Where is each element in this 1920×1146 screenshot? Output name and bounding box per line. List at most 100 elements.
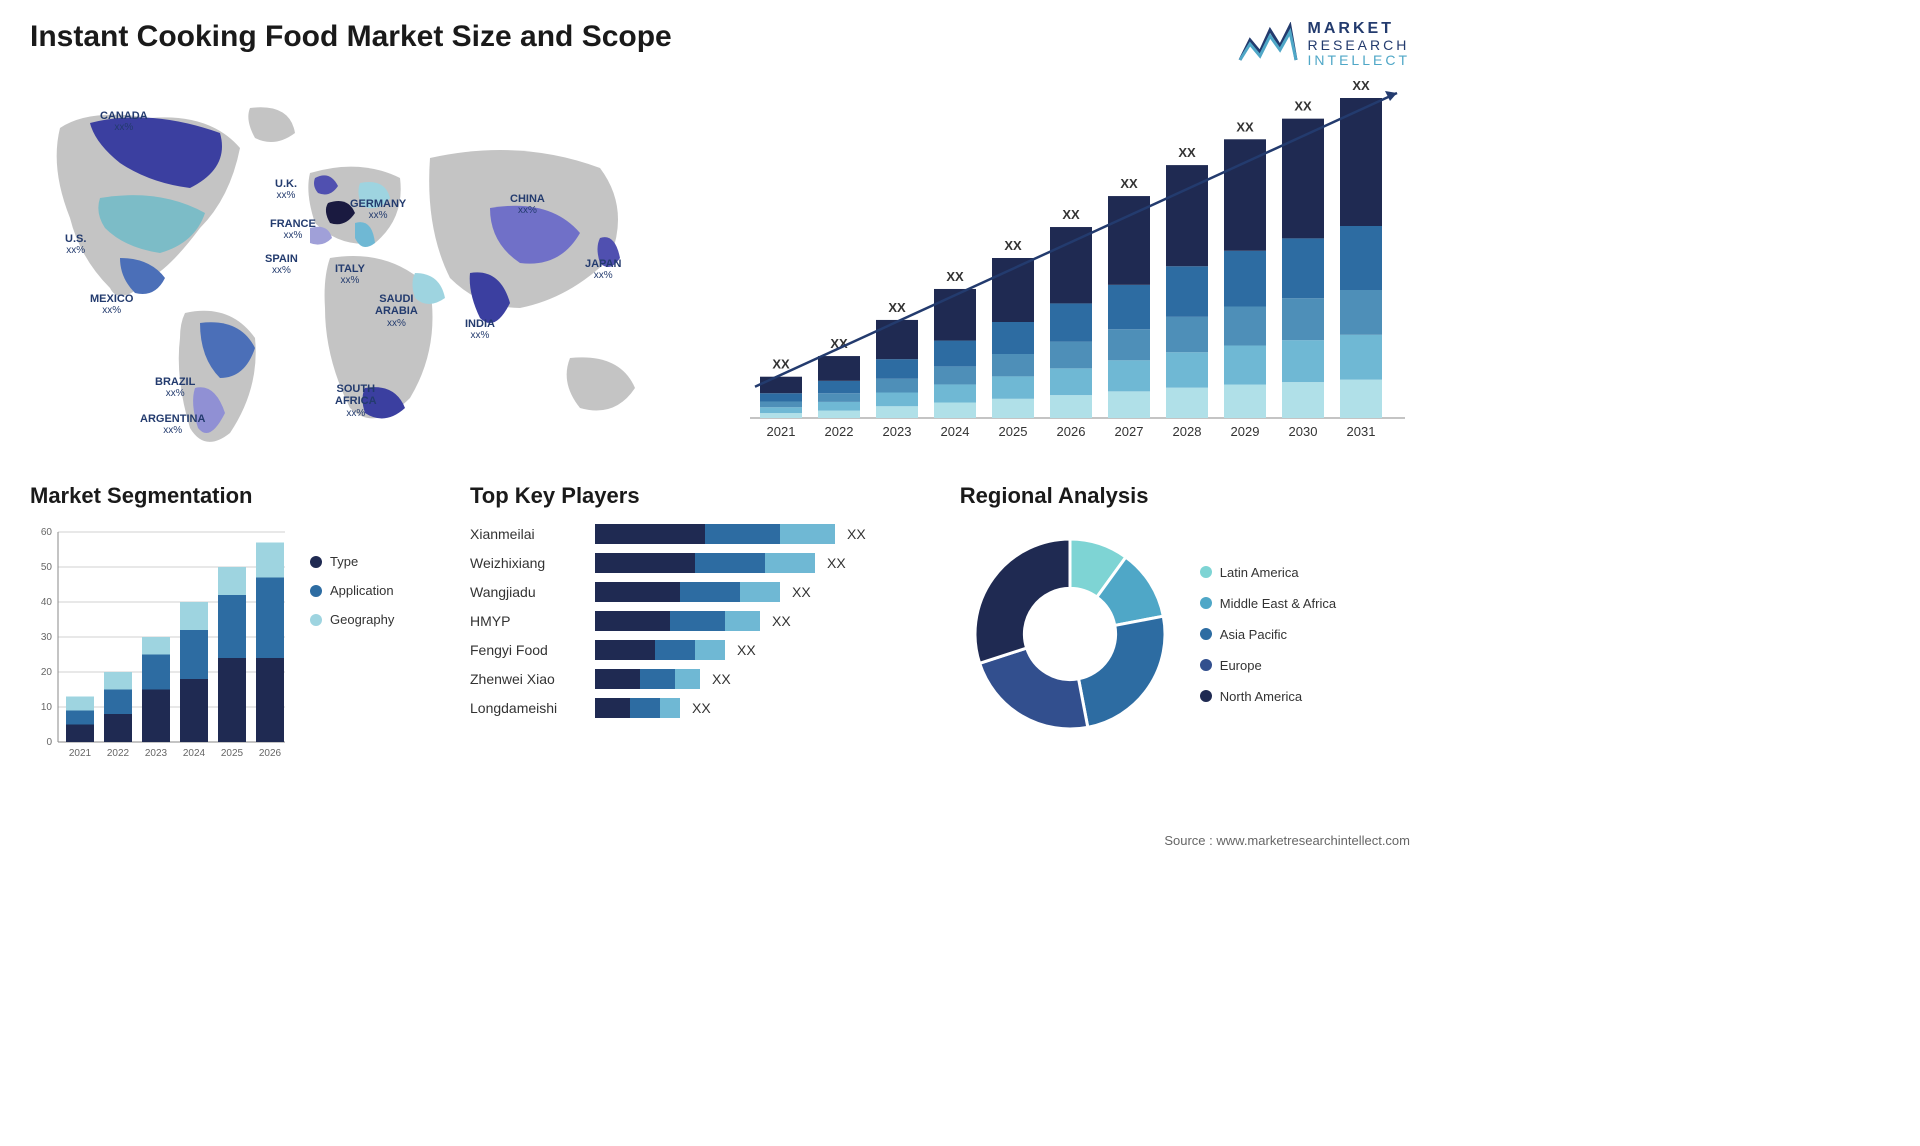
players-title: Top Key Players [470, 483, 940, 509]
player-bar-row: XX [595, 698, 940, 718]
svg-text:XX: XX [1004, 238, 1022, 253]
map-label: INDIAxx% [465, 318, 495, 341]
donut-slice [1078, 617, 1164, 728]
segmentation-legend: TypeApplicationGeography [310, 524, 450, 769]
player-bar-row: XX [595, 669, 940, 689]
source-text: Source : www.marketresearchintellect.com [1164, 833, 1410, 848]
svg-text:XX: XX [1352, 78, 1370, 93]
svg-text:XX: XX [946, 269, 964, 284]
svg-text:40: 40 [41, 597, 53, 608]
player-value-label: XX [737, 642, 756, 658]
segmentation-panel: Market Segmentation 0 10 20 30 40 50 60 2021 202… [30, 483, 450, 769]
map-label: ITALYxx% [335, 263, 365, 286]
svg-text:2023: 2023 [145, 748, 168, 759]
player-name: Zhenwei Xiao [470, 671, 580, 687]
legend-item: Middle East & Africa [1200, 596, 1410, 611]
svg-text:XX: XX [1178, 145, 1196, 160]
legend-item: Type [310, 554, 450, 569]
map-label: ARGENTINAxx% [140, 413, 205, 436]
logo-text-3: INTELLECT [1308, 53, 1410, 68]
map-label: CHINAxx% [510, 193, 545, 216]
svg-text:2026: 2026 [259, 748, 282, 759]
svg-text:0: 0 [46, 737, 52, 748]
player-name: Fengyi Food [470, 642, 580, 658]
donut-slice [975, 539, 1070, 663]
map-label: SPAINxx% [265, 253, 298, 276]
player-value-label: XX [847, 526, 866, 542]
logo-text-2: RESEARCH [1308, 38, 1410, 53]
regional-title: Regional Analysis [960, 483, 1410, 509]
map-label: JAPANxx% [585, 258, 621, 281]
svg-text:2030: 2030 [1289, 424, 1318, 439]
player-name: Longdameishi [470, 700, 580, 716]
svg-text:2026: 2026 [1057, 424, 1086, 439]
map-label: U.K.xx% [275, 178, 297, 201]
legend-item: Application [310, 583, 450, 598]
segmentation-title: Market Segmentation [30, 483, 450, 509]
map-label: SAUDIARABIAxx% [375, 293, 418, 328]
growth-chart-panel: XX 2021 XX 2022 XX 2023 XX 2024 XX 2025 XX 2026 XX 20… [730, 78, 1410, 458]
svg-text:10: 10 [41, 702, 53, 713]
player-name: Weizhixiang [470, 555, 580, 571]
player-bar-row: XX [595, 553, 940, 573]
svg-text:2023: 2023 [883, 424, 912, 439]
player-bar-row: XX [595, 582, 940, 602]
svg-text:2024: 2024 [183, 748, 206, 759]
player-value-label: XX [692, 700, 711, 716]
svg-text:2027: 2027 [1115, 424, 1144, 439]
svg-text:20: 20 [41, 667, 53, 678]
svg-text:2022: 2022 [825, 424, 854, 439]
legend-item: North America [1200, 689, 1410, 704]
regional-panel: Regional Analysis Latin America Middle Ea… [960, 483, 1410, 769]
map-label: SOUTHAFRICAxx% [335, 383, 377, 418]
svg-text:2022: 2022 [107, 748, 130, 759]
svg-text:30: 30 [41, 632, 53, 643]
player-bar-row: XX [595, 611, 940, 631]
svg-text:XX: XX [1236, 120, 1254, 135]
legend-item: Asia Pacific [1200, 627, 1410, 642]
svg-text:XX: XX [1062, 207, 1080, 222]
map-label: BRAZILxx% [155, 376, 195, 399]
growth-chart: XX 2021 XX 2022 XX 2023 XX 2024 XX 2025 XX 2026 XX 20… [730, 78, 1410, 448]
map-label: MEXICOxx% [90, 293, 133, 316]
svg-text:XX: XX [1294, 99, 1312, 114]
svg-text:XX: XX [772, 357, 790, 372]
player-value-label: XX [792, 584, 811, 600]
svg-text:50: 50 [41, 562, 53, 573]
brand-logo: MARKET RESEARCH INTELLECT [1238, 20, 1410, 68]
player-value-label: XX [772, 613, 791, 629]
map-label: GERMANYxx% [350, 198, 406, 221]
logo-text-1: MARKET [1308, 20, 1410, 38]
player-bar-row: XX [595, 524, 940, 544]
world-map-panel: CANADAxx% U.S.xx% MEXICOxx% BRAZILxx% ARGENT… [30, 78, 700, 458]
page-title: Instant Cooking Food Market Size and Sco… [30, 20, 672, 54]
svg-text:2021: 2021 [767, 424, 796, 439]
map-label: U.S.xx% [65, 233, 86, 256]
players-panel: Top Key Players XianmeilaiWeizhixiangWan… [470, 483, 940, 769]
svg-text:2028: 2028 [1173, 424, 1202, 439]
regional-legend: Latin America Middle East & Africa Asia Pa… [1200, 565, 1410, 704]
donut-slice [979, 648, 1087, 729]
segmentation-chart: 0 10 20 30 40 50 60 2021 2022 2023 2024 2025 2026 [30, 524, 290, 764]
player-bar-row: XX [595, 640, 940, 660]
regional-donut [960, 524, 1180, 744]
svg-text:2024: 2024 [941, 424, 970, 439]
players-bars: XXXXXXXXXXXXXX [595, 524, 940, 718]
player-value-label: XX [827, 555, 846, 571]
svg-text:2021: 2021 [69, 748, 92, 759]
legend-item: Latin America [1200, 565, 1410, 580]
svg-text:2025: 2025 [221, 748, 244, 759]
player-name: HMYP [470, 613, 580, 629]
logo-icon [1238, 22, 1298, 67]
svg-text:2025: 2025 [999, 424, 1028, 439]
player-value-label: XX [712, 671, 731, 687]
svg-text:2031: 2031 [1347, 424, 1376, 439]
map-label: FRANCExx% [270, 218, 316, 241]
map-label: CANADAxx% [100, 110, 148, 133]
svg-text:XX: XX [1120, 176, 1138, 191]
svg-text:2029: 2029 [1231, 424, 1260, 439]
players-names: XianmeilaiWeizhixiangWangjiaduHMYPFengyi… [470, 524, 580, 718]
legend-item: Europe [1200, 658, 1410, 673]
player-name: Xianmeilai [470, 526, 580, 542]
svg-text:60: 60 [41, 527, 53, 538]
